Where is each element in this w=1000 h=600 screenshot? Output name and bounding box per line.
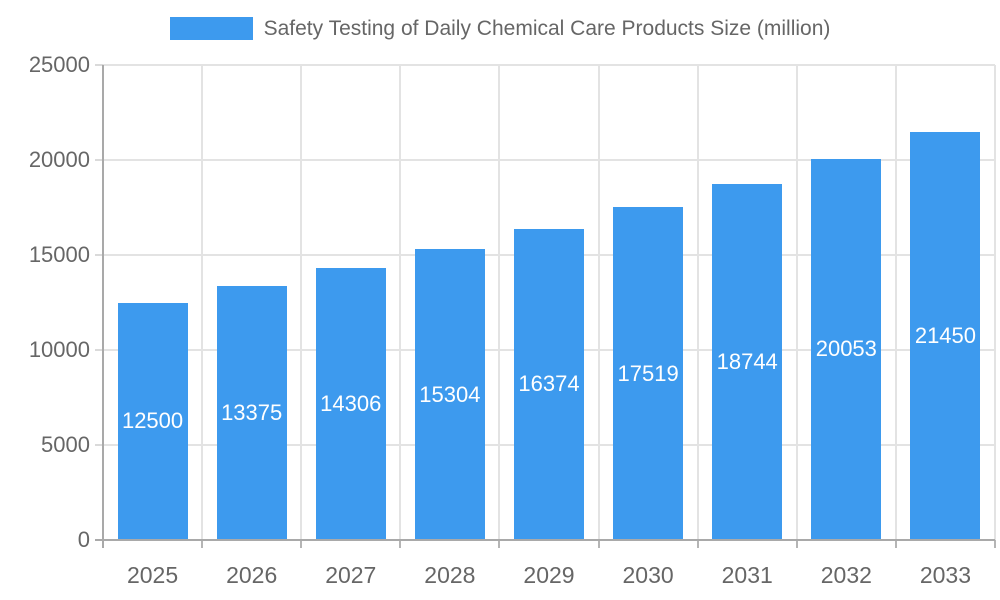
bar-2028[interactable] [414, 249, 485, 540]
gridline-vertical [201, 65, 204, 540]
gridline-vertical [597, 65, 600, 540]
y-tick-label: 0 [77, 527, 90, 552]
y-tick-label: 10000 [28, 337, 90, 362]
x-tick-label: 2032 [820, 562, 872, 588]
gridline-horizontal [103, 159, 995, 161]
x-axis-tick [994, 540, 996, 548]
gridline-vertical [894, 65, 897, 540]
gridline-vertical [795, 65, 798, 540]
bar-2033[interactable] [910, 132, 981, 540]
bar-2026[interactable] [216, 285, 287, 540]
bar-2030[interactable] [613, 207, 684, 540]
y-tick-label: 15000 [28, 242, 90, 267]
bar-2027[interactable] [315, 268, 386, 540]
y-axis-tick [95, 444, 103, 446]
x-tick-label: 2031 [721, 562, 773, 588]
x-axis-tick [498, 540, 501, 548]
x-axis-tick [201, 540, 204, 548]
bar-2029[interactable] [514, 228, 584, 540]
legend-swatch [169, 17, 253, 40]
x-axis-tick [300, 540, 303, 548]
gridline-vertical [994, 65, 996, 540]
y-tick-label: 20000 [28, 147, 90, 172]
x-tick-label: 2026 [226, 562, 278, 588]
gridline-vertical [696, 65, 699, 540]
x-tick-label: 2030 [622, 562, 674, 588]
bar-2031[interactable] [712, 183, 783, 540]
gridline-vertical [399, 65, 402, 540]
gridline-vertical [300, 65, 303, 540]
x-tick-label: 2028 [424, 562, 476, 588]
x-axis-tick [894, 540, 897, 548]
gridline-horizontal [103, 64, 995, 66]
x-tick-label: 2029 [523, 562, 575, 588]
y-axis-tick [95, 254, 103, 256]
x-tick-label: 2033 [919, 562, 972, 588]
y-axis-tick [95, 349, 103, 351]
y-axis-line [102, 65, 104, 548]
y-tick-label: 5000 [41, 432, 90, 457]
y-axis-tick [95, 159, 103, 161]
x-axis-tick [696, 540, 699, 548]
x-axis-tick [795, 540, 798, 548]
x-axis-tick [597, 540, 600, 548]
x-axis-tick [399, 540, 402, 548]
y-tick-label: 25000 [28, 52, 90, 77]
x-tick-label: 2025 [126, 562, 179, 588]
gridline-vertical [498, 65, 501, 540]
x-tick-label: 2027 [325, 562, 377, 588]
bar-2025[interactable] [117, 302, 188, 540]
x-axis-line [95, 539, 995, 541]
y-axis-tick [95, 64, 103, 66]
chart-legend[interactable]: Safety Testing of Daily Chemical Care Pr… [0, 17, 1000, 40]
legend-label: Safety Testing of Daily Chemical Care Pr… [263, 17, 831, 40]
bar-2032[interactable] [811, 158, 882, 540]
